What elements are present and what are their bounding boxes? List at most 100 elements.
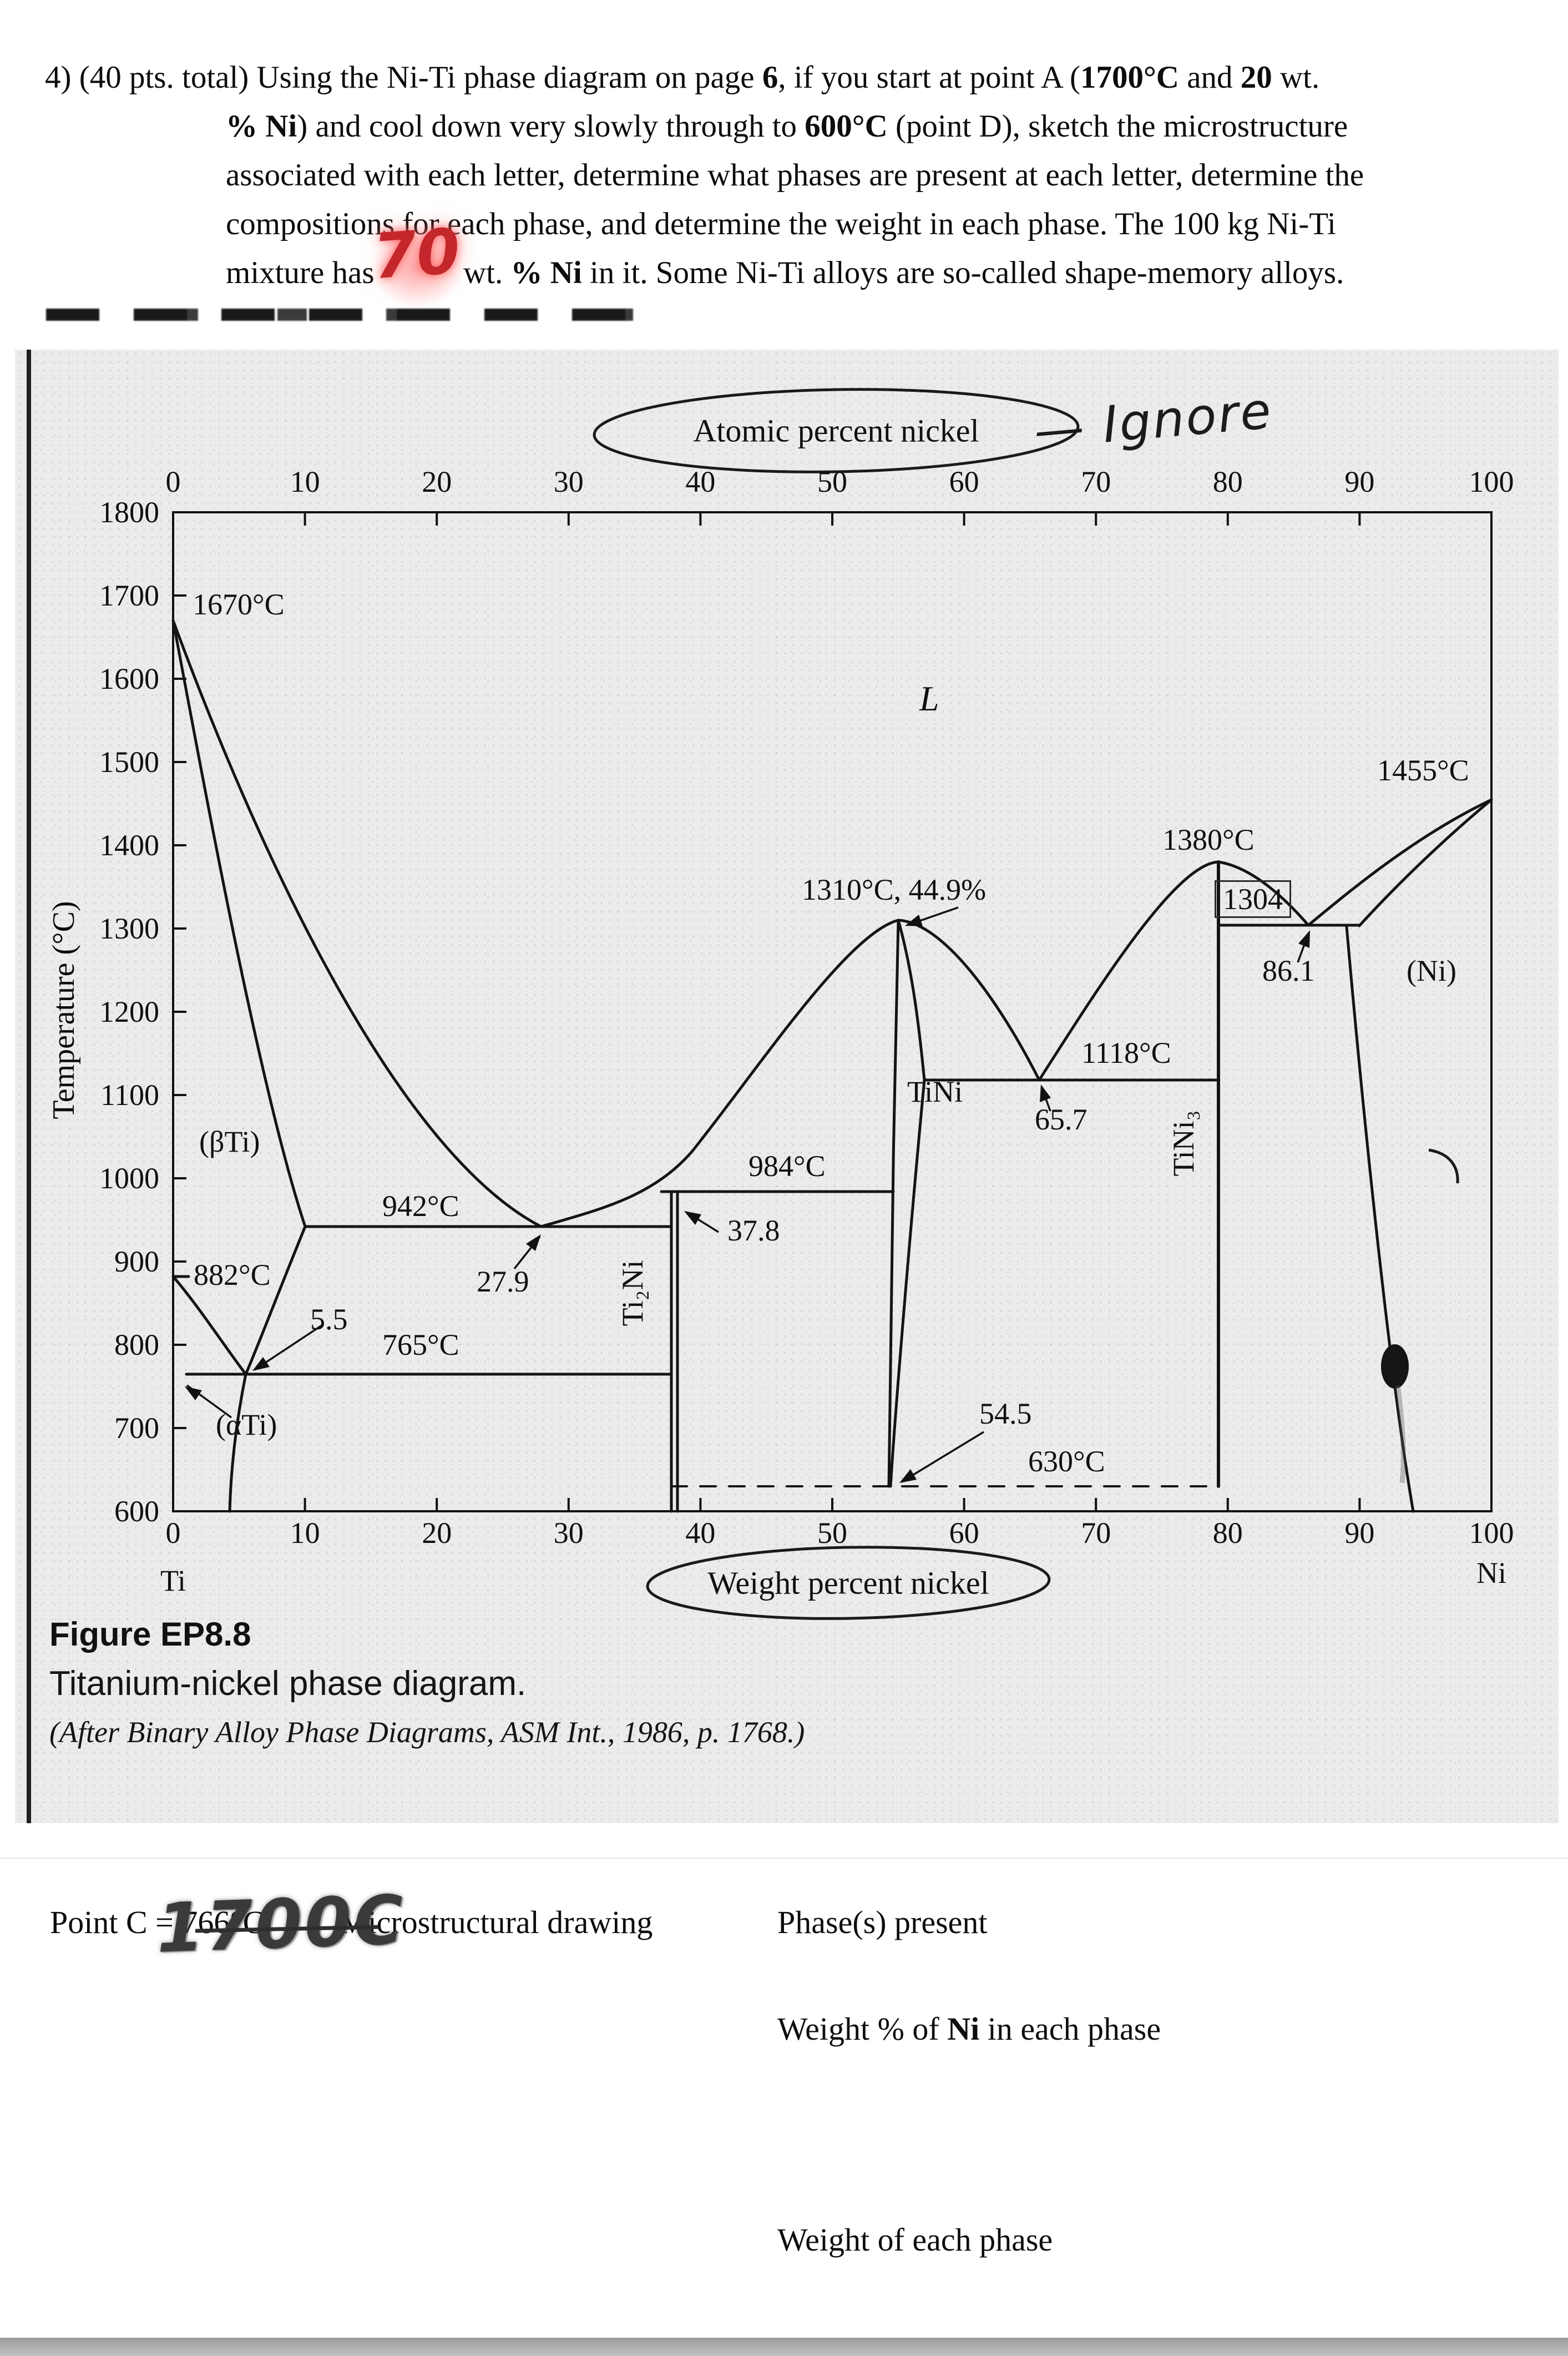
bottom-scan-bar bbox=[0, 2338, 1568, 2356]
ni-solvus bbox=[1345, 925, 1415, 1513]
arrowhead-657 bbox=[1040, 1084, 1051, 1102]
label-1310c-449: 1310°C, 44.9% bbox=[802, 873, 987, 906]
problem-text-segment: , if you start at point A ( bbox=[778, 60, 1080, 95]
arrowhead-55 bbox=[252, 1357, 270, 1371]
label-86-1: 86.1 bbox=[1262, 954, 1315, 987]
label-882c: 882°C bbox=[194, 1258, 271, 1291]
bottom-axis-tick-label: 70 bbox=[1081, 1516, 1111, 1550]
corner-label-ni: Ni bbox=[1476, 1556, 1506, 1590]
top-axis-tick-label: 30 bbox=[553, 465, 584, 498]
hand-arc-mark bbox=[1428, 1148, 1459, 1184]
figure-caption-title: Titanium-nickel phase diagram. bbox=[49, 1664, 527, 1703]
axis-ticks bbox=[172, 511, 1493, 1512]
bottom-axis-tick-label: 10 bbox=[290, 1516, 320, 1550]
figure-caption-source: (After Binary Alloy Phase Diagrams, ASM … bbox=[49, 1716, 805, 1749]
problem-text-segment: mixture has bbox=[226, 255, 382, 290]
problem-text-segment: and bbox=[1178, 60, 1241, 95]
weight-pct-ni-bold: Ni bbox=[947, 2011, 980, 2047]
section-divider bbox=[0, 1858, 1568, 1859]
cut-off-smudged-text bbox=[46, 309, 648, 321]
hand-oval-atomic-label bbox=[593, 388, 1080, 473]
problem-text-segment: ) and cool down very slowly through to bbox=[297, 109, 805, 144]
label-630c: 630°C bbox=[1028, 1445, 1105, 1478]
column-microstructural-drawing: Microstructural drawing bbox=[339, 1904, 653, 1940]
alpha-beta-boundary bbox=[171, 1275, 247, 1376]
problem-text-line: % Ni) and cool down very slowly through … bbox=[45, 102, 1568, 151]
label-1455c: 1455°C bbox=[1377, 754, 1469, 787]
liquidus-tini3-left bbox=[1038, 860, 1220, 1082]
label-37-8: 37.8 bbox=[727, 1214, 780, 1247]
top-axis-tick-label: 40 bbox=[685, 465, 716, 498]
top-axis-tick-label: 70 bbox=[1081, 465, 1111, 498]
arrowhead-545 bbox=[899, 1469, 917, 1483]
handwritten-1700c: 1700C bbox=[155, 1880, 407, 1968]
label-5-5: 5.5 bbox=[310, 1303, 348, 1336]
top-axis-tick-label: 20 bbox=[422, 465, 452, 498]
label-1380c: 1380°C bbox=[1162, 823, 1255, 856]
figure-caption-tag: Figure EP8.8 bbox=[49, 1616, 251, 1653]
arrowhead-378 bbox=[684, 1211, 701, 1225]
phase-diagram-figure: Atomic percent nickel — Ignore Temperatu… bbox=[15, 350, 1559, 1823]
label-ni-region: (Ni) bbox=[1407, 954, 1456, 987]
bottom-axis-title: Weight percent nickel bbox=[707, 1565, 989, 1601]
label-liquid-region: L bbox=[919, 679, 939, 718]
problem-text-segment: 6 bbox=[762, 60, 778, 95]
y-axis-tick-label: 900 bbox=[114, 1245, 159, 1278]
y-axis-tick-label: 1200 bbox=[99, 995, 159, 1028]
scan-edge-line bbox=[27, 350, 31, 1823]
tini-solidus-right bbox=[897, 919, 926, 1082]
leader-545 bbox=[901, 1431, 984, 1483]
problem-text-line: compositions for each phase, and determi… bbox=[45, 200, 1568, 249]
problem-text-segment: wt. bbox=[1272, 60, 1320, 95]
label-984c: 984°C bbox=[748, 1149, 826, 1183]
corner-label-ti: Ti bbox=[160, 1564, 186, 1597]
y-axis-tick-label: 1000 bbox=[99, 1162, 159, 1195]
bottom-axis-tick-label: 80 bbox=[1212, 1516, 1243, 1550]
problem-text-segment: % Ni bbox=[510, 255, 582, 290]
problem-text-segment: 4) (40 pts. total) Using the Ni-Ti phase… bbox=[45, 60, 762, 95]
bottom-axis-tick-label: 90 bbox=[1344, 1516, 1375, 1550]
label-765c: 765°C bbox=[382, 1328, 459, 1361]
bottom-axis-tick-label: 60 bbox=[949, 1516, 979, 1550]
red-marker-halo bbox=[354, 211, 481, 325]
y-axis-tick-label: 1300 bbox=[99, 912, 159, 945]
ni-liquidus bbox=[1307, 798, 1493, 927]
beta-ti-solvus bbox=[244, 1225, 307, 1376]
ni-solidus bbox=[1358, 798, 1493, 927]
arrowhead-279 bbox=[526, 1234, 541, 1251]
bottom-axis-tick-label: 50 bbox=[817, 1516, 847, 1550]
label-27-9: 27.9 bbox=[477, 1265, 529, 1298]
problem-text-segment: in it. Some Ni-Ti alloys are so-called s… bbox=[581, 255, 1344, 290]
y-axis-tick-label: 1600 bbox=[99, 662, 159, 695]
label-tini3-region: TiNi₃ bbox=[1167, 1110, 1200, 1177]
row-weight-percent-ni: Weight % of Ni in each phase bbox=[777, 2010, 1161, 2047]
liquidus-center bbox=[539, 919, 900, 1228]
y-axis-tick-label: 1100 bbox=[100, 1078, 159, 1112]
y-axis-tick-label: 1800 bbox=[99, 496, 159, 529]
top-axis-tick-label: 90 bbox=[1344, 465, 1375, 498]
label-ti2ni-region: Ti₂Ni bbox=[616, 1260, 649, 1326]
tini-right-boundary bbox=[889, 1078, 926, 1488]
liquidus-left bbox=[171, 619, 543, 1228]
top-axis-tick-label: 100 bbox=[1469, 465, 1514, 498]
bottom-axis-tick-label: 100 bbox=[1469, 1516, 1514, 1550]
handwritten-70-anchor: 70 bbox=[354, 211, 481, 325]
point-c-struck-value: 766°C bbox=[181, 1904, 265, 1940]
label-1304: 1304 bbox=[1215, 880, 1291, 918]
problem-text-segment: associated with each letter, determine w… bbox=[226, 158, 1364, 193]
arrowhead-861 bbox=[1298, 930, 1310, 948]
handwritten-70: 70 bbox=[371, 215, 462, 294]
liquidus-tini3-right bbox=[1217, 860, 1310, 927]
label-1670c: 1670°C bbox=[193, 588, 285, 621]
label-54-5: 54.5 bbox=[979, 1397, 1032, 1430]
label-tini-region: TiNi bbox=[907, 1075, 963, 1108]
problem-text-segment: % Ni bbox=[226, 109, 297, 144]
ink-blob bbox=[1381, 1344, 1409, 1389]
y-axis-tick-label: 800 bbox=[114, 1328, 159, 1361]
weight-pct-text-2: in each phase bbox=[979, 2011, 1161, 2047]
alpha-solvus bbox=[228, 1373, 247, 1513]
bottom-axis-tick-label: 20 bbox=[422, 1516, 452, 1550]
label-65-7: 65.7 bbox=[1035, 1103, 1088, 1136]
y-axis-tick-label: 700 bbox=[114, 1411, 159, 1445]
